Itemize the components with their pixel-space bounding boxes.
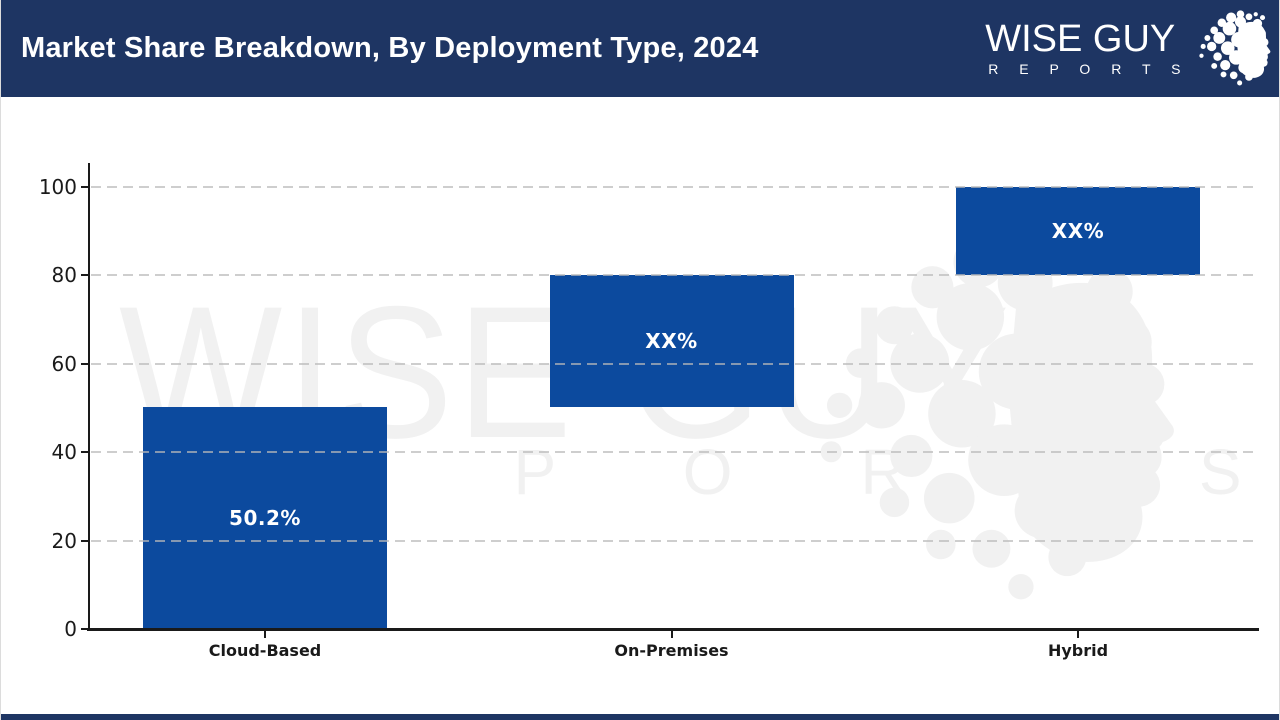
y-tick-label: 80	[51, 263, 77, 288]
wiseguy-head-icon	[1193, 8, 1271, 90]
x-tick-mark	[1077, 630, 1079, 638]
y-tick-label: 0	[64, 617, 77, 641]
footer-band	[1, 714, 1279, 720]
y-tick-mark	[81, 451, 89, 454]
bar-value-label: 50.2%	[229, 506, 301, 531]
chart-title: Market Share Breakdown, By Deployment Ty…	[21, 32, 759, 64]
y-tick-mark	[81, 539, 89, 542]
bar-value-label: XX%	[645, 329, 698, 354]
wiseguy-logo-name: WISE GUY	[985, 18, 1176, 60]
y-tick-label: 20	[51, 528, 77, 553]
y-tick-label: 40	[51, 440, 77, 465]
market-share-bar: XX%	[956, 187, 1200, 276]
wiseguy-logo-text: WISE GUY R E P O R T S	[985, 20, 1189, 77]
x-tick-mark	[264, 630, 266, 638]
y-gridline	[91, 539, 1258, 542]
y-tick-mark	[81, 274, 89, 277]
y-gridline	[91, 451, 1258, 454]
y-tick-label: 60	[51, 351, 77, 376]
wiseguy-logo: WISE GUY R E P O R T S	[985, 8, 1271, 90]
x-axis-line	[87, 628, 1259, 631]
wiseguy-logo-subtitle: R E P O R T S	[988, 61, 1189, 77]
y-gridline	[91, 274, 1258, 277]
y-axis-line	[88, 163, 90, 631]
y-tick-mark	[81, 362, 89, 365]
y-gridline	[91, 362, 1258, 365]
watermark-head-icon	[789, 220, 1177, 616]
y-tick-mark	[81, 628, 89, 630]
header-band: Market Share Breakdown, By Deployment Ty…	[1, 0, 1279, 97]
x-category-label: On-Premises	[614, 641, 729, 660]
market-share-bar: XX%	[549, 275, 794, 408]
y-tick-label: 100	[38, 175, 77, 199]
x-category-label: Cloud-Based	[208, 641, 322, 660]
x-category-label: Hybrid	[1047, 641, 1109, 660]
y-gridline	[91, 186, 1258, 188]
x-tick-mark	[670, 630, 673, 638]
market-share-bar: 50.2%	[143, 407, 387, 629]
bar-value-label: XX%	[1051, 219, 1105, 244]
y-tick-mark	[81, 186, 89, 188]
